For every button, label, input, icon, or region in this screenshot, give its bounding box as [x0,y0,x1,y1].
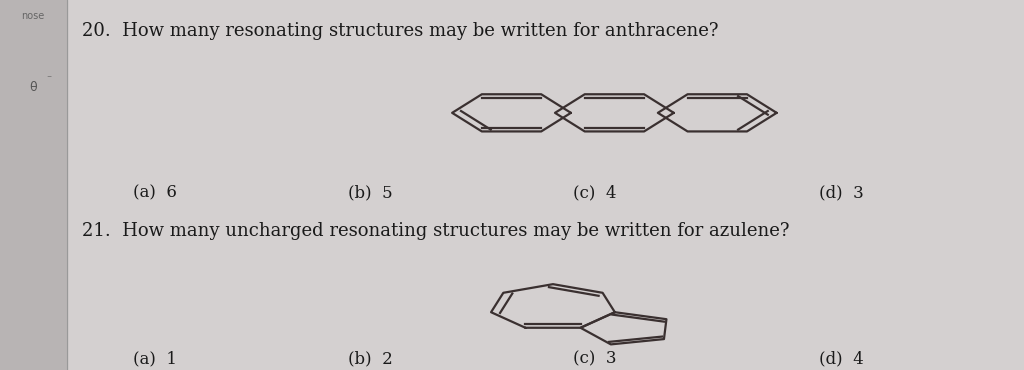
Text: (a)  1: (a) 1 [133,350,177,367]
Text: 20.  How many resonating structures may be written for anthracene?: 20. How many resonating structures may b… [82,22,719,40]
Text: ⁻: ⁻ [46,74,52,84]
Text: (b)  2: (b) 2 [348,350,393,367]
Text: nose: nose [22,11,44,21]
Text: θ: θ [29,81,37,94]
Text: (a)  6: (a) 6 [133,184,177,201]
Text: 21.  How many uncharged resonating structures may be written for azulene?: 21. How many uncharged resonating struct… [82,222,790,240]
Text: (d)  4: (d) 4 [819,350,864,367]
Text: (c)  4: (c) 4 [573,184,616,201]
Bar [0,0,67,370]
Text: (b)  5: (b) 5 [348,184,393,201]
Text: (c)  3: (c) 3 [573,350,616,367]
Text: (d)  3: (d) 3 [819,184,864,201]
